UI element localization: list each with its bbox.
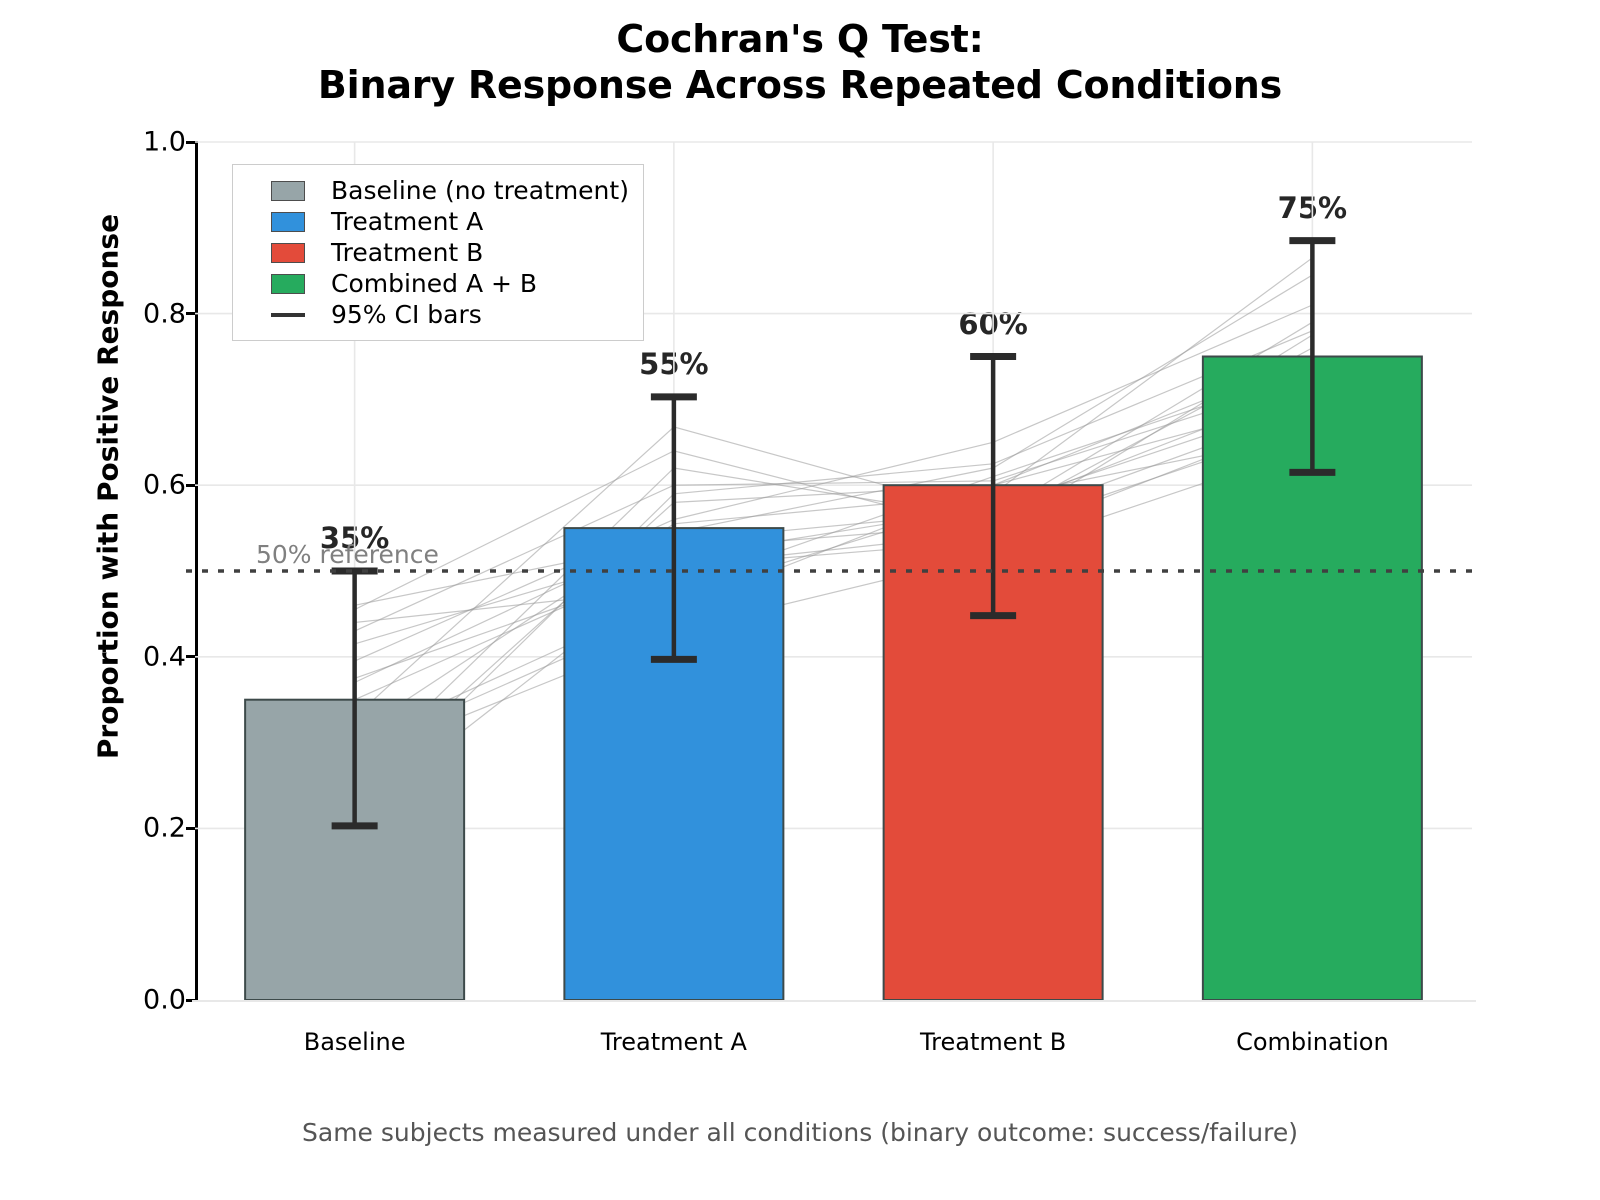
y-tick-mark: [186, 826, 195, 830]
legend-label: Treatment B: [331, 238, 484, 267]
y-tick-label: 1.0: [143, 126, 186, 158]
legend-entry[interactable]: 95% CI bars: [245, 299, 629, 330]
subject-line: [354, 368, 1313, 624]
legend-label: 95% CI bars: [331, 300, 482, 329]
legend-label: Treatment A: [331, 207, 484, 236]
y-tick-mark: [186, 140, 195, 144]
color-swatch-glyph: [271, 242, 305, 263]
bar-series: [244, 355, 1423, 1001]
subject-line: [354, 377, 1313, 632]
legend-swatch-icon: [245, 242, 331, 263]
plot-area: [186, 141, 1476, 1002]
legend-label: Combined A + B: [331, 269, 538, 298]
error-bar-treatment-a: [650, 393, 697, 663]
y-tick-label: 0.8: [143, 298, 186, 330]
subject-line: [354, 433, 1313, 744]
subject-line: [354, 424, 1313, 679]
legend-label: Baseline (no treatment): [331, 176, 629, 205]
chart-title-line-1: Cochran's Q Test:: [616, 17, 984, 61]
color-swatch-glyph: [271, 273, 305, 294]
chart-title: Cochran's Q Test: Binary Response Across…: [0, 16, 1600, 109]
subject-line: [354, 416, 1313, 816]
subject-line: [354, 347, 1313, 778]
y-tick-label: 0.0: [143, 984, 186, 1016]
error-bar-treatment-b: [970, 353, 1017, 620]
x-tick-label-treatment-b: Treatment B: [920, 1028, 1067, 1056]
chart-title-line-2: Binary Response Across Repeated Conditio…: [317, 63, 1283, 108]
color-swatch-glyph: [271, 211, 305, 232]
x-tick-label-treatment-a: Treatment A: [600, 1028, 747, 1056]
subject-line: [354, 330, 1313, 808]
error-bar-combination: [1289, 237, 1336, 476]
subject-line: [354, 398, 1313, 791]
subject-line: [354, 304, 1313, 662]
error-bars: [331, 237, 1336, 830]
subject-line: [354, 385, 1313, 606]
subject-line: [354, 446, 1313, 761]
subject-line: [354, 355, 1313, 752]
legend-entry[interactable]: Baseline (no treatment): [245, 175, 629, 206]
y-axis-spine: [195, 141, 198, 1002]
y-tick-label: 0.4: [143, 641, 186, 673]
error-bar-baseline: [331, 567, 378, 830]
legend-line-icon: [245, 312, 331, 317]
legend-swatch-icon: [245, 211, 331, 232]
color-swatch-glyph: [271, 180, 305, 201]
figure-caption: Same subjects measured under all conditi…: [302, 1118, 1298, 1147]
legend-entry[interactable]: Treatment B: [245, 237, 629, 268]
x-tick-label-baseline: Baseline: [303, 1028, 406, 1056]
y-tick-mark: [186, 483, 195, 487]
subject-line: [354, 274, 1313, 684]
plot-svg: [186, 141, 1476, 1002]
legend-swatch-icon: [245, 273, 331, 294]
legend-entry[interactable]: Combined A + B: [245, 268, 629, 299]
legend-entry[interactable]: Treatment A: [245, 206, 629, 237]
chart-legend: Baseline (no treatment) Treatment A Treatm…: [232, 164, 644, 341]
y-tick-label: 0.6: [143, 469, 186, 501]
reference-line-label: 50% reference: [256, 540, 439, 569]
legend-swatch-icon: [245, 180, 331, 201]
ci-line-glyph: [271, 312, 305, 317]
subject-line: [354, 321, 1313, 718]
subject-line: [354, 257, 1313, 735]
subject-connecting-lines: [354, 257, 1313, 816]
y-tick-label: 0.2: [143, 812, 186, 844]
y-tick-mark: [186, 312, 195, 316]
y-tick-mark: [186, 655, 195, 659]
y-tick-mark: [186, 998, 195, 1002]
x-tick-label-combination: Combination: [1236, 1028, 1389, 1056]
